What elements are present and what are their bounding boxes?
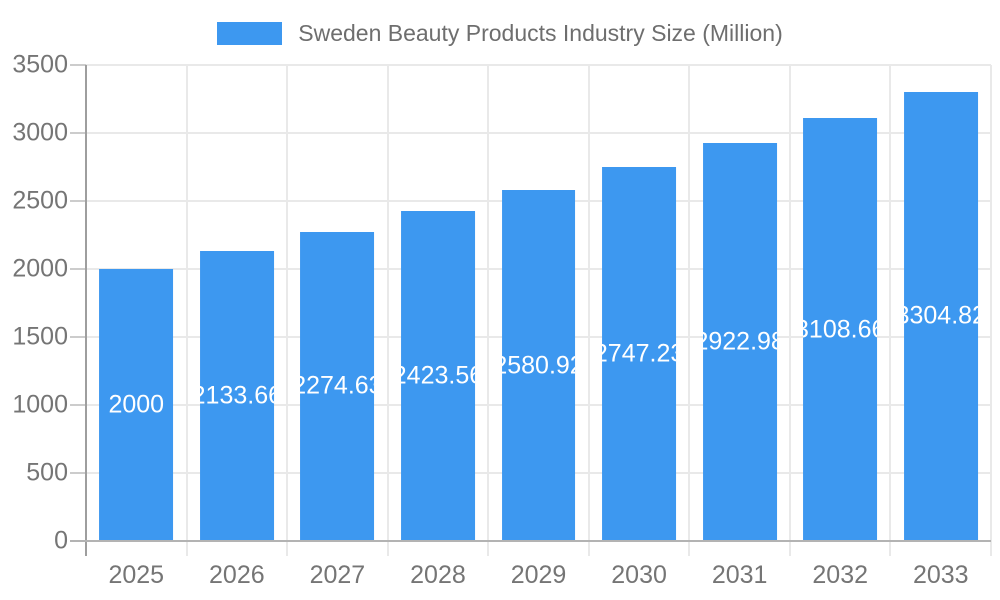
y-tick-label: 500	[26, 458, 68, 487]
x-tick-label: 2029	[510, 561, 567, 589]
legend-label: Sweden Beauty Products Industry Size (Mi…	[298, 20, 783, 46]
y-axis-labels: 0 500 1000 1500 2000 2500 3000 3500	[0, 52, 68, 553]
v-gridline	[286, 65, 289, 556]
x-axis-labels: 2025 2026 2027 2028 2029 2030 2031 2032 2033	[86, 561, 991, 590]
plot-area: 2000 2133.66 2274.63 2423.56 2580.92 2747.23 2…	[70, 64, 992, 556]
y-tick-label: 3500	[12, 50, 68, 79]
x-axis-line	[70, 540, 991, 542]
y-tick-mark	[70, 404, 86, 406]
y-tick-mark	[70, 64, 86, 66]
v-gridline	[889, 65, 892, 556]
v-gridline	[688, 65, 691, 556]
y-tick-label: 0	[54, 526, 68, 555]
v-gridline	[990, 65, 992, 556]
h-gridline	[86, 132, 991, 134]
x-tick-label: 2027	[309, 561, 366, 589]
v-gridline	[487, 65, 490, 556]
bar-column: 2580.92	[488, 65, 589, 541]
x-tick-label: 2028	[410, 561, 466, 589]
bar-value-label: 2423.56	[401, 361, 475, 390]
y-tick-mark	[70, 472, 86, 474]
bar-column: 3304.82	[891, 65, 992, 541]
y-tick-mark	[70, 336, 86, 338]
bar[interactable]: 2274.63	[300, 231, 375, 541]
bar-value-label: 3304.82	[904, 301, 978, 330]
y-axis-line	[85, 65, 87, 556]
bar[interactable]: 2747.23	[602, 167, 677, 541]
v-gridline	[788, 65, 791, 556]
y-tick-label: 1500	[12, 322, 68, 351]
x-tick-label: 2030	[611, 561, 667, 589]
bar-value-label: 2580.92	[502, 351, 576, 379]
y-tick-mark	[70, 268, 86, 270]
y-tick-label: 3000	[12, 118, 68, 147]
bar-value-label: 2133.66	[200, 381, 274, 410]
x-tick-label: 2025	[108, 561, 165, 589]
bar-column: 2423.56	[388, 65, 489, 541]
bar-value-label: 2747.23	[602, 339, 676, 368]
legend: Sweden Beauty Products Industry Size (Mi…	[0, 20, 1000, 47]
bar-column: 2274.63	[287, 65, 388, 541]
v-gridline	[587, 65, 590, 556]
y-tick-label: 2000	[12, 254, 68, 283]
y-tick-mark	[70, 200, 86, 202]
x-tick-label: 2031	[711, 561, 768, 589]
h-gridline	[86, 64, 991, 66]
legend-swatch	[217, 22, 283, 45]
y-tick-label: 2500	[12, 186, 68, 215]
x-tick-label: 2033	[912, 561, 969, 589]
bar[interactable]: 2580.92	[501, 190, 576, 541]
bar[interactable]: 2000	[99, 269, 174, 541]
v-gridline	[185, 65, 188, 556]
y-tick-label: 1000	[12, 390, 68, 419]
bar-column: 2747.23	[589, 65, 690, 541]
x-tick-label: 2032	[812, 561, 869, 589]
bar[interactable]: 2423.56	[401, 211, 475, 541]
bar-column: 2133.66	[187, 65, 288, 541]
bar-value-label: 2000	[108, 390, 165, 419]
bar[interactable]: 3304.82	[903, 91, 978, 541]
bar-value-label: 2274.63	[300, 371, 374, 400]
bar-column: 2000	[86, 65, 187, 541]
bar[interactable]: 3108.66	[803, 118, 878, 541]
bar[interactable]: 2133.66	[199, 250, 274, 541]
bars-container: 2000 2133.66 2274.63 2423.56 2580.92 2747.23 2…	[86, 65, 991, 541]
y-tick-mark	[70, 132, 86, 134]
x-tick-label: 2026	[209, 561, 265, 589]
bar-value-label: 3108.66	[803, 315, 877, 344]
v-gridline	[386, 65, 389, 556]
bar-column: 3108.66	[790, 65, 891, 541]
